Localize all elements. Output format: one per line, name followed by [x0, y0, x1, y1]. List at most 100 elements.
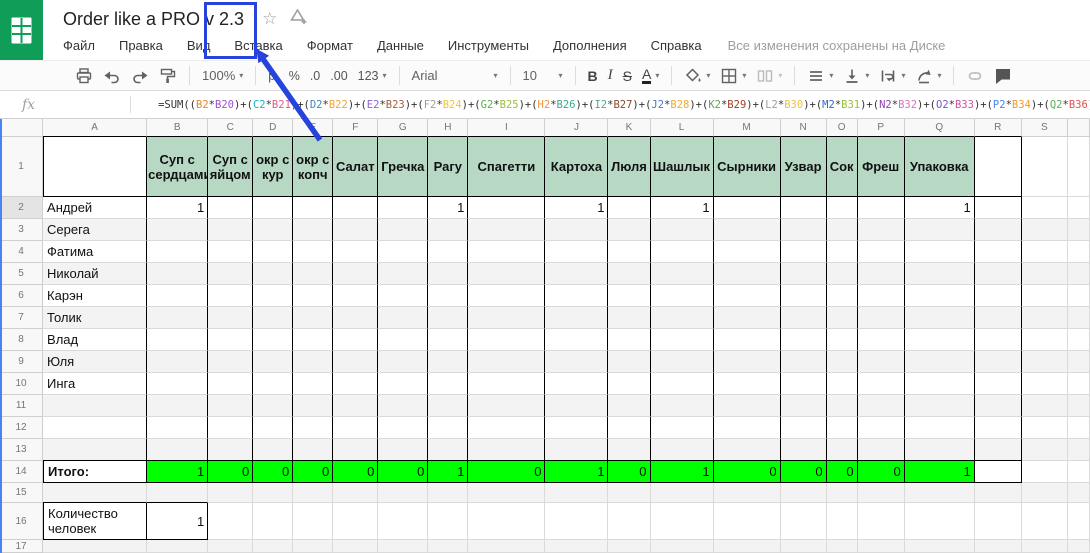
cell-F6[interactable]	[333, 285, 379, 307]
cell-G8[interactable]	[378, 329, 429, 351]
cell-P15[interactable]	[857, 483, 905, 503]
cell-Q5[interactable]	[904, 263, 975, 285]
borders-button[interactable]: ▾	[720, 64, 746, 88]
cell-C10[interactable]	[208, 373, 254, 395]
cell-O11[interactable]	[826, 395, 858, 417]
cell-L9[interactable]	[650, 351, 714, 373]
cell-E14[interactable]: 0	[293, 461, 334, 483]
cell-L16[interactable]	[650, 503, 714, 540]
row-header-11[interactable]: 11	[0, 395, 44, 417]
cell-S12[interactable]	[1021, 417, 1068, 439]
cell-T9[interactable]	[1067, 351, 1090, 373]
cell-G7[interactable]	[378, 307, 429, 329]
cell-S13[interactable]	[1021, 439, 1068, 461]
cell-O7[interactable]	[826, 307, 858, 329]
cell-Q3[interactable]	[904, 219, 975, 241]
cell-Q16[interactable]	[904, 503, 975, 540]
cell-F15[interactable]	[333, 483, 379, 503]
row-header-16[interactable]: 16	[0, 503, 44, 540]
menu-format[interactable]: Формат	[306, 37, 353, 53]
cell-E17[interactable]	[293, 540, 334, 553]
cell-E1[interactable]: окр с копч	[293, 137, 334, 197]
cell-K16[interactable]	[608, 503, 651, 540]
cell-H16[interactable]	[428, 503, 469, 540]
cell-E3[interactable]	[293, 219, 334, 241]
cell-I8[interactable]	[468, 329, 546, 351]
cell-C6[interactable]	[208, 285, 254, 307]
cell-R15[interactable]	[974, 483, 1022, 503]
cell-H13[interactable]	[428, 439, 469, 461]
cell-J5[interactable]	[545, 263, 609, 285]
cell-O3[interactable]	[826, 219, 858, 241]
cell-A12[interactable]	[43, 417, 148, 439]
cell-C13[interactable]	[208, 439, 254, 461]
drive-move-icon[interactable]	[289, 7, 308, 31]
star-icon[interactable]: ☆	[262, 9, 278, 28]
cell-O10[interactable]	[826, 373, 858, 395]
cell-D13[interactable]	[253, 439, 294, 461]
cell-M10[interactable]	[713, 373, 781, 395]
formula-input[interactable]: =SUM((B2*B20)+(C2*B21)+(D2*B22)+(E2*B23)…	[158, 98, 1090, 111]
cell-I5[interactable]	[468, 263, 546, 285]
cell-N6[interactable]	[780, 285, 827, 307]
col-header-R[interactable]: R	[974, 119, 1022, 137]
cell-N7[interactable]	[780, 307, 827, 329]
row-header-15[interactable]: 15	[0, 483, 44, 503]
cell-H17[interactable]	[428, 540, 469, 553]
cell-I12[interactable]	[468, 417, 546, 439]
cell-D8[interactable]	[253, 329, 294, 351]
cell-P1[interactable]: Фреш	[857, 137, 905, 197]
fill-color-button[interactable]: ▾	[684, 64, 710, 88]
cell-M3[interactable]	[713, 219, 781, 241]
grid-corner[interactable]	[0, 119, 44, 137]
cell-K13[interactable]	[608, 439, 651, 461]
cell-H6[interactable]	[428, 285, 469, 307]
col-header-Q[interactable]: Q	[904, 119, 975, 137]
cell-Q12[interactable]	[904, 417, 975, 439]
cell-P12[interactable]	[857, 417, 905, 439]
row-header-3[interactable]: 3	[0, 219, 44, 241]
cell-J4[interactable]	[545, 241, 609, 263]
cell-N12[interactable]	[780, 417, 827, 439]
cell-S2[interactable]	[1021, 197, 1068, 219]
cell-A8[interactable]: Влад	[43, 329, 148, 351]
cell-L8[interactable]	[650, 329, 714, 351]
cell-M15[interactable]	[713, 483, 781, 503]
cell-K1[interactable]: Люля	[608, 137, 651, 197]
cell-T12[interactable]	[1067, 417, 1090, 439]
cell-F12[interactable]	[333, 417, 379, 439]
cell-T5[interactable]	[1067, 263, 1090, 285]
cell-R6[interactable]	[974, 285, 1022, 307]
row-header-4[interactable]: 4	[0, 241, 44, 263]
col-header-P[interactable]: P	[857, 119, 905, 137]
cell-G3[interactable]	[378, 219, 429, 241]
cell-G15[interactable]	[378, 483, 429, 503]
cell-Q17[interactable]	[904, 540, 975, 553]
cell-J1[interactable]: Картоха	[545, 137, 609, 197]
cell-E8[interactable]	[293, 329, 334, 351]
cell-F8[interactable]	[333, 329, 379, 351]
menu-file[interactable]: Файл	[63, 37, 95, 53]
menu-data[interactable]: Данные	[376, 37, 424, 53]
cell-T6[interactable]	[1067, 285, 1090, 307]
row-header-7[interactable]: 7	[0, 307, 44, 329]
row-header-12[interactable]: 12	[0, 417, 44, 439]
cell-D5[interactable]	[253, 263, 294, 285]
cell-C9[interactable]	[208, 351, 254, 373]
cell-K9[interactable]	[608, 351, 651, 373]
cell-R14[interactable]	[974, 461, 1022, 483]
cell-B11[interactable]	[147, 395, 209, 417]
col-header-G[interactable]: G	[378, 119, 429, 137]
cell-Q13[interactable]	[904, 439, 975, 461]
cell-N15[interactable]	[780, 483, 827, 503]
cell-P13[interactable]	[857, 439, 905, 461]
cell-B14[interactable]: 1	[147, 461, 209, 483]
cell-M11[interactable]	[713, 395, 781, 417]
cell-T15[interactable]	[1067, 483, 1090, 503]
cell-M14[interactable]: 0	[713, 461, 781, 483]
cell-T2[interactable]	[1067, 197, 1090, 219]
cell-N11[interactable]	[780, 395, 827, 417]
cell-T3[interactable]	[1067, 219, 1090, 241]
row-header-9[interactable]: 9	[0, 351, 44, 373]
cell-L11[interactable]	[650, 395, 714, 417]
